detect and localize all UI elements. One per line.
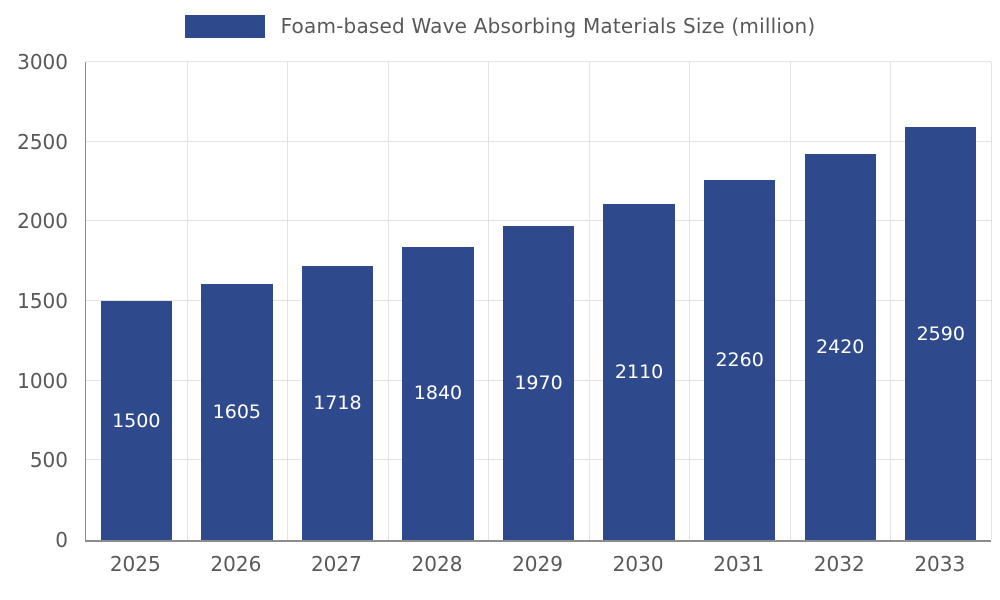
bar-value-label: 2420 — [816, 336, 865, 359]
bar-column: 2590 — [891, 62, 992, 540]
bar-value-label: 2590 — [916, 322, 965, 345]
legend: Foam-based Wave Absorbing Materials Size… — [0, 14, 1000, 38]
x-axis: 2025 2026 2027 2028 2029 2030 2031 2032 2033 — [85, 552, 990, 576]
bar-column: 1718 — [287, 62, 388, 540]
legend-swatch — [184, 14, 265, 38]
bar-column: 1970 — [488, 62, 589, 540]
bar-2027: 1718 — [301, 266, 374, 540]
bar-value-label: 2260 — [715, 348, 764, 371]
bar-2025: 1500 — [100, 301, 172, 540]
y-tick-label: 1000 — [17, 368, 68, 393]
y-tick-label: 2000 — [17, 209, 68, 234]
x-tick-label: 2029 — [512, 552, 563, 576]
bar-value-label: 1840 — [413, 382, 463, 405]
bar-2032: 2420 — [804, 154, 876, 540]
bar-column: 1605 — [187, 62, 288, 540]
x-tick-label: 2026 — [210, 552, 262, 576]
x-tick-label: 2028 — [411, 552, 463, 576]
bar-2028: 1840 — [402, 246, 474, 540]
bar-2029: 1970 — [502, 226, 575, 540]
x-tick-label: 2030 — [612, 552, 664, 576]
y-tick-label: 1500 — [17, 289, 68, 313]
legend-label: Foam-based Wave Absorbing Materials Size… — [280, 14, 816, 38]
bars-layer: 1500 1605 1718 1840 1970 2110 2260 2420 2590 — [86, 62, 991, 540]
bar-column: 1840 — [388, 62, 489, 540]
bar-value-label: 1605 — [212, 401, 262, 424]
y-tick-label: 2500 — [17, 129, 68, 154]
y-axis: 0 500 1000 1500 2000 2500 3000 — [0, 50, 78, 552]
y-tick-label: 500 — [29, 448, 68, 473]
x-tick-label: 2033 — [914, 552, 966, 576]
bar-column: 2260 — [689, 62, 790, 540]
bar-2031: 2260 — [703, 179, 776, 540]
x-tick-label: 2027 — [310, 552, 362, 576]
bar-2033: 2590 — [905, 127, 977, 540]
bar-2026: 1605 — [201, 284, 273, 540]
gridline-vertical — [991, 62, 992, 540]
plot-area: 1500 1605 1718 1840 1970 2110 2260 2420 2590 — [85, 61, 992, 542]
bar-value-label: 1718 — [313, 392, 362, 415]
bar-2030: 2110 — [603, 203, 675, 540]
bar-column: 1500 — [86, 62, 187, 540]
bar-value-label: 2110 — [614, 360, 664, 383]
x-tick-label: 2031 — [713, 552, 765, 576]
y-tick-label: 0 — [55, 528, 68, 552]
bar-value-label: 1500 — [112, 409, 161, 432]
x-tick-label: 2025 — [109, 552, 161, 576]
y-tick-label: 3000 — [17, 50, 68, 74]
x-tick-label: 2032 — [813, 552, 865, 576]
bar-value-label: 1970 — [514, 372, 563, 395]
bar-column: 2110 — [589, 62, 690, 540]
bar-column: 2420 — [790, 62, 891, 540]
